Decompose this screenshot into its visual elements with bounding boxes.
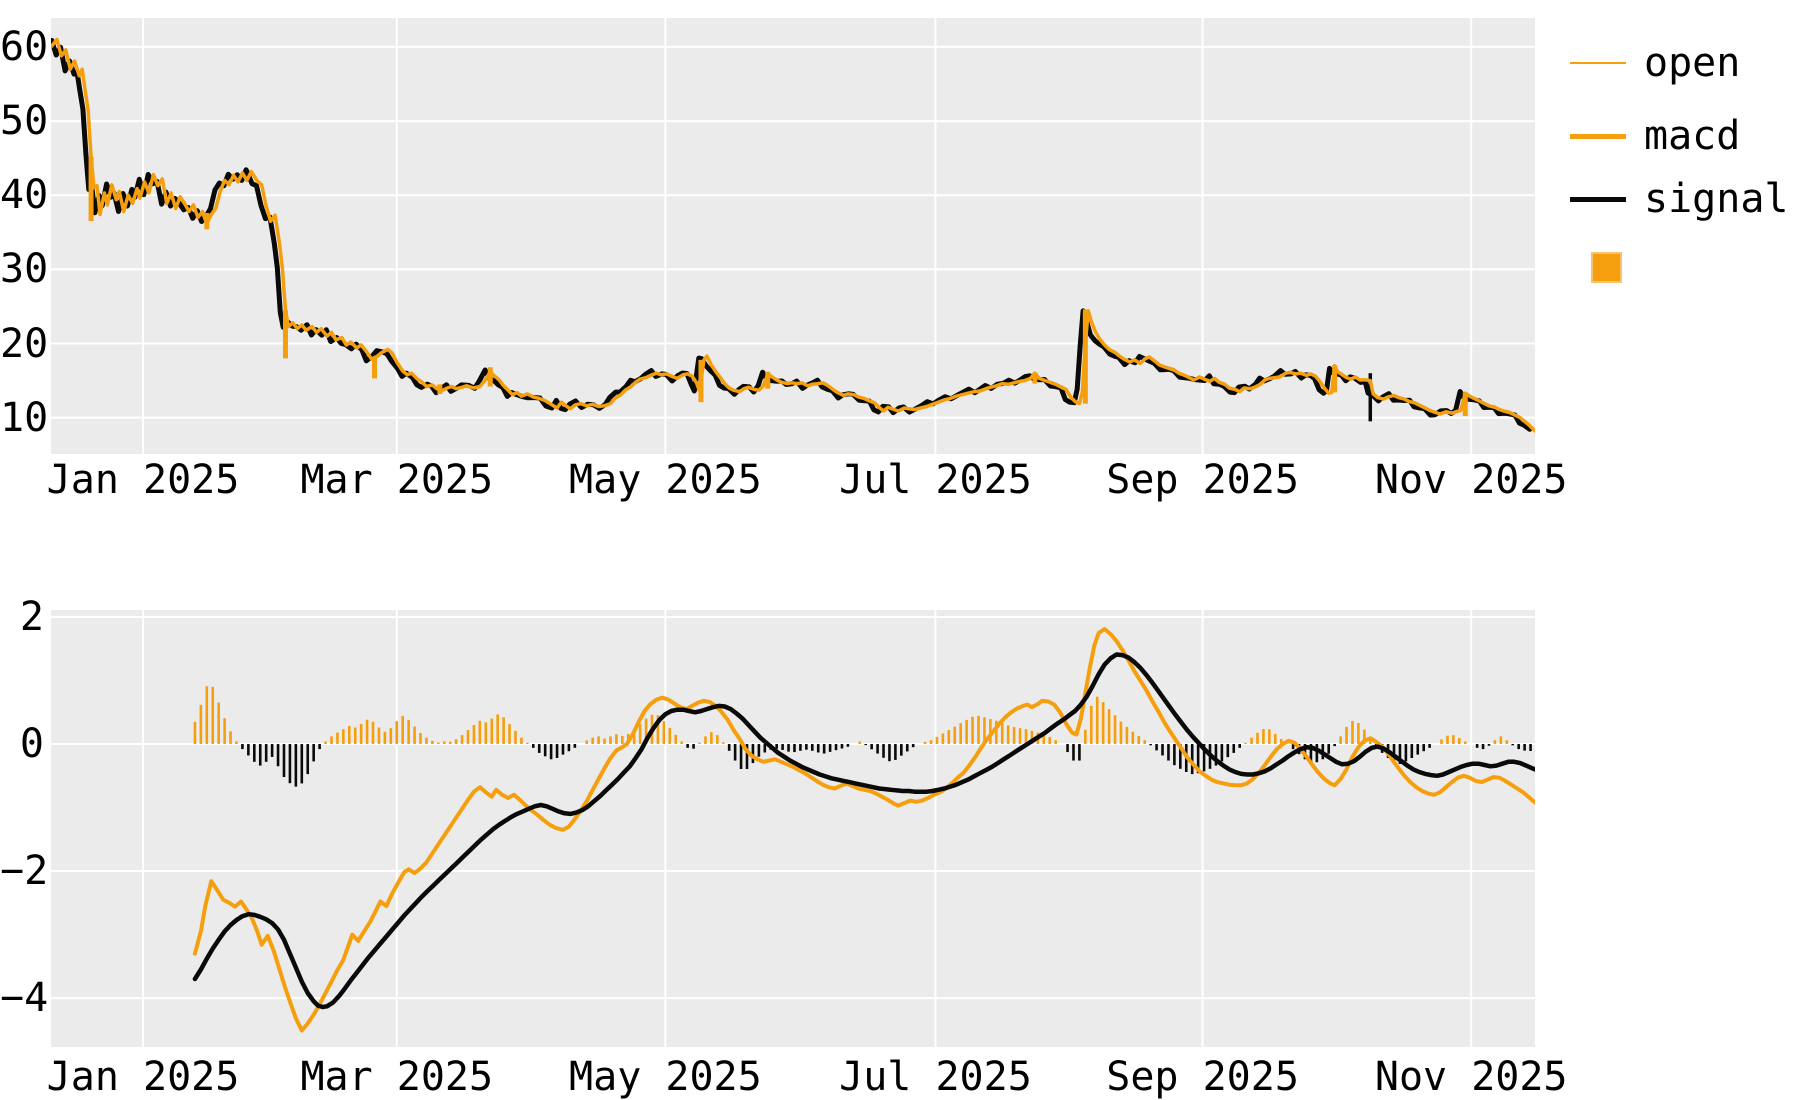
legend-label-open: open (1644, 40, 1741, 86)
price-y-tick-label: 10 (0, 394, 49, 441)
macd-x-tick-label: Jul 2025 (839, 1054, 1032, 1100)
price-y-tick-label: 40 (0, 172, 49, 219)
macd-x-tick-label: Mar 2025 (300, 1054, 494, 1100)
macd-x-tick-label: Jan 2025 (46, 1054, 240, 1100)
legend-item-macd: macd (1570, 114, 1740, 158)
price-x-tick-label: Jan 2025 (46, 457, 240, 503)
price-plot-canvas (51, 18, 1535, 454)
macd-y-tick-label: 2 (19, 593, 44, 640)
legend-item-signal: signal (1570, 177, 1789, 221)
legend-label-macd: macd (1644, 113, 1741, 159)
macd-y-tick-label: −2 (0, 848, 49, 895)
macd-y-tick-label: 0 (19, 721, 44, 768)
price-x-tick-label: Nov 2025 (1374, 457, 1568, 503)
price-y-tick-label: 50 (0, 98, 49, 145)
macd-x-tick-label: Sep 2025 (1106, 1054, 1299, 1100)
macd-line-icon (1570, 133, 1626, 139)
legend-item-open: open (1570, 41, 1740, 85)
open-line-icon (1570, 62, 1626, 64)
price-x-tick-label: Sep 2025 (1106, 457, 1299, 503)
legend: open macd signal (1570, 30, 1800, 320)
price-x-tick-label: May 2025 (569, 457, 762, 503)
macd-plot-canvas (51, 610, 1535, 1047)
price-y-tick-label: 60 (0, 23, 49, 70)
macd-x-tick-label: May 2025 (569, 1054, 762, 1100)
signal-line-icon (1570, 196, 1626, 202)
macd-x-tick-label: Nov 2025 (1374, 1054, 1568, 1100)
price-y-tick-label: 20 (0, 320, 49, 367)
macd-y-tick-label: −4 (0, 975, 49, 1022)
histogram-swatch-icon (1591, 252, 1622, 283)
price-y-tick-label: 30 (0, 246, 49, 293)
legend-label-signal: signal (1644, 176, 1789, 222)
price-x-tick-label: Jul 2025 (839, 457, 1032, 503)
price-x-tick-label: Mar 2025 (300, 457, 494, 503)
